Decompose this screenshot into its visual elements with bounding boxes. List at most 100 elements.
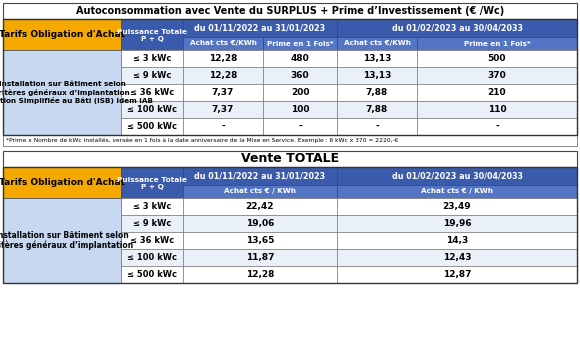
Bar: [121, 101, 183, 118]
Text: ≤ 36 kWc: ≤ 36 kWc: [130, 236, 174, 245]
Text: ≤ 3 kWc: ≤ 3 kWc: [133, 202, 171, 211]
Bar: [337, 266, 577, 283]
Text: 23,49: 23,49: [443, 202, 472, 211]
Bar: [337, 249, 577, 266]
Text: du 01/02/2023 au 30/04/2033: du 01/02/2023 au 30/04/2033: [392, 171, 523, 180]
Bar: [3, 167, 577, 283]
Text: P + Q: P + Q: [140, 37, 164, 43]
Text: 480: 480: [291, 54, 309, 63]
Text: Autoconsommation avec Vente du SURPLUS + Prime d’Investissement (€ /Wc): Autoconsommation avec Vente du SURPLUS +…: [76, 6, 504, 16]
Bar: [263, 84, 337, 101]
Bar: [337, 37, 417, 50]
Text: du 01/02/2023 au 30/04/2033: du 01/02/2023 au 30/04/2033: [392, 23, 523, 33]
Bar: [417, 118, 577, 135]
Text: -: -: [298, 122, 302, 131]
Text: 370: 370: [488, 71, 506, 80]
Bar: [337, 118, 417, 135]
Text: Achat cts € / KWh: Achat cts € / KWh: [421, 189, 493, 195]
Bar: [183, 266, 337, 283]
Bar: [417, 84, 577, 101]
Text: 12,28: 12,28: [246, 270, 274, 279]
Bar: [3, 198, 121, 283]
Bar: [337, 101, 417, 118]
Text: ≤ 100 kWc: ≤ 100 kWc: [127, 253, 177, 262]
Text: 7,88: 7,88: [366, 105, 388, 114]
Text: Vente TOTALE: Vente TOTALE: [241, 153, 339, 165]
Text: 200: 200: [291, 88, 309, 97]
Text: ≤ 100 kWc: ≤ 100 kWc: [127, 105, 177, 114]
Bar: [3, 19, 121, 50]
Bar: [263, 118, 337, 135]
Bar: [121, 198, 183, 215]
Text: 110: 110: [488, 105, 506, 114]
Bar: [121, 249, 183, 266]
Bar: [337, 50, 417, 67]
Bar: [183, 232, 337, 249]
Bar: [183, 101, 263, 118]
Bar: [337, 84, 417, 101]
Bar: [417, 50, 577, 67]
Text: Achat cts € / KWh: Achat cts € / KWh: [224, 189, 296, 195]
Bar: [337, 167, 577, 185]
Bar: [337, 19, 577, 37]
Text: 210: 210: [488, 88, 506, 97]
Text: 13,65: 13,65: [246, 236, 274, 245]
Text: ≤ 500 kWc: ≤ 500 kWc: [127, 270, 177, 279]
Bar: [183, 167, 337, 185]
Bar: [263, 101, 337, 118]
Bar: [183, 37, 263, 50]
Text: Installation sur Bâtiment selon
critères généraux d’implantation: Installation sur Bâtiment selon critères…: [0, 230, 133, 251]
Text: 13,13: 13,13: [363, 71, 391, 80]
Bar: [183, 215, 337, 232]
Bar: [417, 67, 577, 84]
Text: 7,88: 7,88: [366, 88, 388, 97]
Bar: [263, 37, 337, 50]
Text: Achat cts €/KWh: Achat cts €/KWh: [190, 40, 256, 47]
Text: du 01/11/2022 au 31/01/2023: du 01/11/2022 au 31/01/2023: [194, 171, 325, 180]
Text: Installation sur Bâtiment selon
critères généraux d’implantation
Intégration Sim: Installation sur Bâtiment selon critères…: [0, 81, 154, 104]
Text: Tarifs Obligation d'Achat: Tarifs Obligation d'Achat: [0, 30, 125, 39]
Bar: [183, 249, 337, 266]
Text: ≤ 3 kWc: ≤ 3 kWc: [133, 54, 171, 63]
Bar: [3, 19, 577, 135]
Text: 7,37: 7,37: [212, 105, 234, 114]
Text: Prime en 1 Fois*: Prime en 1 Fois*: [463, 40, 530, 47]
Bar: [417, 37, 577, 50]
Bar: [121, 84, 183, 101]
Text: 13,13: 13,13: [363, 54, 391, 63]
Bar: [417, 101, 577, 118]
Bar: [121, 215, 183, 232]
Text: ≤ 9 kWc: ≤ 9 kWc: [133, 219, 171, 228]
Text: -: -: [221, 122, 225, 131]
Text: *Prime x Nombre de kWc installés, versée en 1 fois à la date anniversaire de la : *Prime x Nombre de kWc installés, versée…: [6, 138, 398, 143]
Text: ≤ 500 kWc: ≤ 500 kWc: [127, 122, 177, 131]
Bar: [183, 118, 263, 135]
Text: Prime en 1 Fois*: Prime en 1 Fois*: [267, 40, 334, 47]
Bar: [337, 215, 577, 232]
Bar: [183, 198, 337, 215]
Bar: [3, 50, 121, 135]
Bar: [121, 167, 183, 198]
Bar: [263, 67, 337, 84]
Text: 12,28: 12,28: [209, 71, 237, 80]
Bar: [3, 167, 121, 198]
Bar: [263, 50, 337, 67]
Bar: [3, 135, 577, 146]
Text: -: -: [495, 122, 499, 131]
Bar: [337, 198, 577, 215]
Text: 12,87: 12,87: [443, 270, 471, 279]
Text: Achat cts €/KWh: Achat cts €/KWh: [343, 40, 411, 47]
Bar: [121, 232, 183, 249]
Bar: [183, 67, 263, 84]
Text: 12,43: 12,43: [443, 253, 471, 262]
Bar: [121, 118, 183, 135]
Bar: [121, 266, 183, 283]
Text: -: -: [375, 122, 379, 131]
Bar: [337, 232, 577, 249]
Bar: [183, 84, 263, 101]
Text: 360: 360: [291, 71, 309, 80]
Bar: [121, 67, 183, 84]
Text: 11,87: 11,87: [246, 253, 274, 262]
Bar: [337, 185, 577, 198]
Text: 500: 500: [488, 54, 506, 63]
